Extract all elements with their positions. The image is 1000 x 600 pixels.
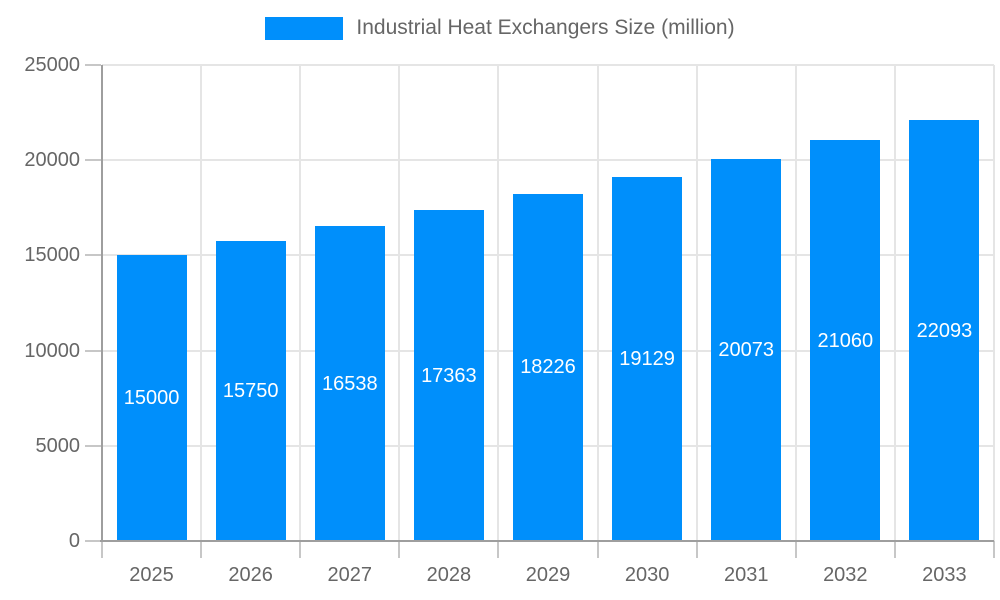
bar-value-label: 22093 — [916, 319, 973, 342]
bar-value-label: 15000 — [123, 387, 180, 410]
v-gridline — [299, 65, 302, 541]
y-tick-mark — [85, 349, 101, 352]
x-tick-mark — [993, 541, 995, 558]
bar: 15750 — [215, 241, 286, 541]
x-tick-label: 2025 — [129, 564, 174, 586]
bar: 20073 — [711, 158, 782, 541]
y-tick-label: 25000 — [24, 54, 80, 76]
h-gridline — [102, 64, 994, 66]
x-tick-mark — [596, 541, 599, 558]
x-tick-label: 2029 — [525, 564, 571, 586]
bar: 19129 — [612, 176, 683, 541]
plot-area: 0 5000 10000 15000 20000 25000 15000 2025 15750 2… — [24, 54, 995, 586]
bar-value-label: 18226 — [520, 356, 576, 379]
v-gridline — [893, 65, 896, 541]
y-tick-label: 0 — [68, 530, 80, 552]
bar: 21060 — [810, 140, 881, 541]
bar-value-label: 15750 — [222, 380, 279, 403]
x-tick-mark — [200, 541, 203, 558]
x-tick-label: 2032 — [823, 564, 868, 586]
bar-value-label: 21060 — [817, 329, 874, 352]
v-gridline — [497, 65, 500, 541]
y-tick-label: 5000 — [35, 434, 81, 457]
v-gridline — [398, 65, 401, 541]
legend-label[interactable]: Industrial Heat Exchangers Size (million… — [356, 16, 735, 39]
bar: 15000 — [116, 255, 187, 541]
y-tick-mark — [85, 254, 101, 257]
h-gridline — [102, 159, 994, 162]
x-tick-label: 2031 — [723, 564, 769, 586]
y-tick-mark — [85, 540, 101, 542]
bar: 22093 — [909, 120, 980, 541]
v-gridline — [794, 65, 797, 541]
x-tick-label: 2030 — [624, 564, 670, 586]
v-gridline — [596, 65, 599, 541]
x-tick-label: 2028 — [426, 564, 472, 586]
y-axis-line — [101, 65, 103, 541]
y-tick-label: 10000 — [24, 339, 80, 362]
x-tick-mark — [497, 541, 500, 558]
y-tick-label: 15000 — [24, 244, 80, 267]
bar-value-label: 17363 — [421, 364, 477, 387]
bar-value-label: 19129 — [619, 347, 675, 370]
v-gridline — [695, 65, 698, 541]
x-tick-mark — [299, 541, 302, 558]
y-tick-mark — [85, 64, 101, 66]
bar: 17363 — [413, 210, 484, 541]
bar: 18226 — [513, 193, 583, 541]
legend-swatch[interactable] — [265, 16, 344, 40]
bar: 16538 — [314, 226, 385, 541]
x-tick-label: 2026 — [228, 564, 273, 586]
legend: Industrial Heat Exchangers Size (million… — [0, 16, 1000, 40]
v-gridline — [200, 65, 203, 541]
x-tick-label: 2027 — [327, 564, 373, 586]
x-tick-mark — [695, 541, 698, 558]
v-gridline — [993, 65, 995, 541]
x-tick-mark — [101, 541, 103, 558]
bar-value-label: 20073 — [718, 338, 775, 361]
y-tick-mark — [85, 444, 101, 447]
x-tick-mark — [893, 541, 896, 558]
y-tick-mark — [85, 159, 101, 162]
x-tick-mark — [794, 541, 797, 558]
y-tick-label: 20000 — [24, 149, 80, 172]
x-tick-mark — [398, 541, 401, 558]
x-tick-label: 2033 — [922, 564, 967, 586]
x-axis-line — [100, 540, 994, 542]
bar-value-label: 16538 — [321, 372, 378, 395]
